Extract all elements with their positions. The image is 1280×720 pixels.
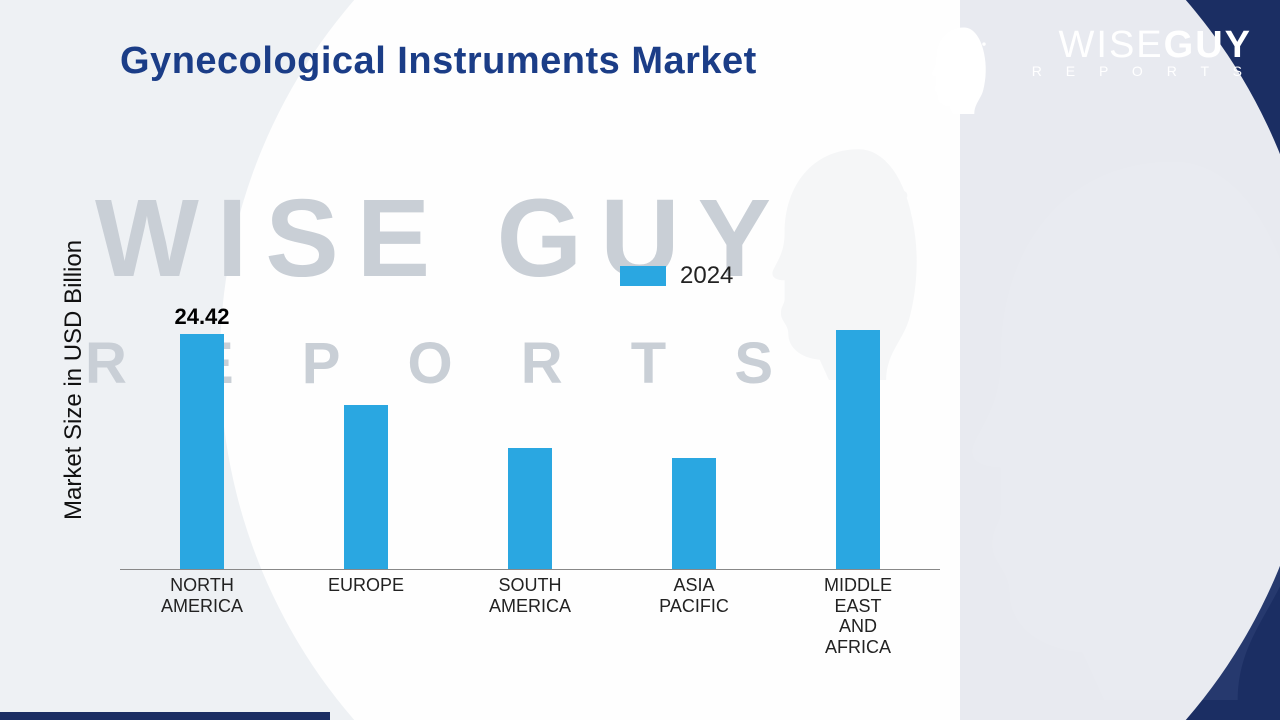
- infographic-canvas: WISE GUY R E P O R T S Gynecological Ins…: [0, 0, 1280, 720]
- bar-slot: ASIAPACIFIC: [612, 299, 776, 569]
- bar-chart: 24.42NORTHAMERICAEUROPESOUTHAMERICAASIAP…: [120, 300, 940, 570]
- bar-value-label: 24.42: [174, 304, 229, 330]
- category-label: NORTHAMERICA: [120, 569, 284, 616]
- category-label: MIDDLEEASTANDAFRICA: [776, 569, 940, 658]
- legend: 2024: [620, 262, 733, 290]
- bar-slot: MIDDLEEASTANDAFRICA: [776, 299, 940, 569]
- category-label: EUROPE: [284, 569, 448, 596]
- y-axis-label: Market Size in USD Billion: [60, 240, 88, 520]
- logo-thin: WISE: [1059, 24, 1164, 66]
- bar: [344, 405, 388, 569]
- bar-slot: 24.42NORTHAMERICA: [120, 299, 284, 569]
- legend-label: 2024: [680, 262, 733, 290]
- category-label: SOUTHAMERICA: [448, 569, 612, 616]
- logo-bold: GUY: [1164, 24, 1252, 66]
- bar: [672, 458, 716, 569]
- brand-logo: WISEGUY R E P O R T S: [982, 24, 1252, 79]
- bar: [836, 330, 880, 569]
- bar: [508, 448, 552, 569]
- category-label: ASIAPACIFIC: [612, 569, 776, 616]
- bar-slot: EUROPE: [284, 299, 448, 569]
- bar-slot: SOUTHAMERICA: [448, 299, 612, 569]
- bottom-accent-bar: [0, 712, 330, 720]
- logo-line2: R E P O R T S: [982, 63, 1252, 79]
- chart-title: Gynecological Instruments Market: [120, 40, 757, 83]
- logo-head-icon: [922, 24, 992, 114]
- bar: [180, 334, 224, 569]
- legend-swatch: [620, 266, 666, 286]
- logo-line1: WISEGUY: [982, 24, 1252, 67]
